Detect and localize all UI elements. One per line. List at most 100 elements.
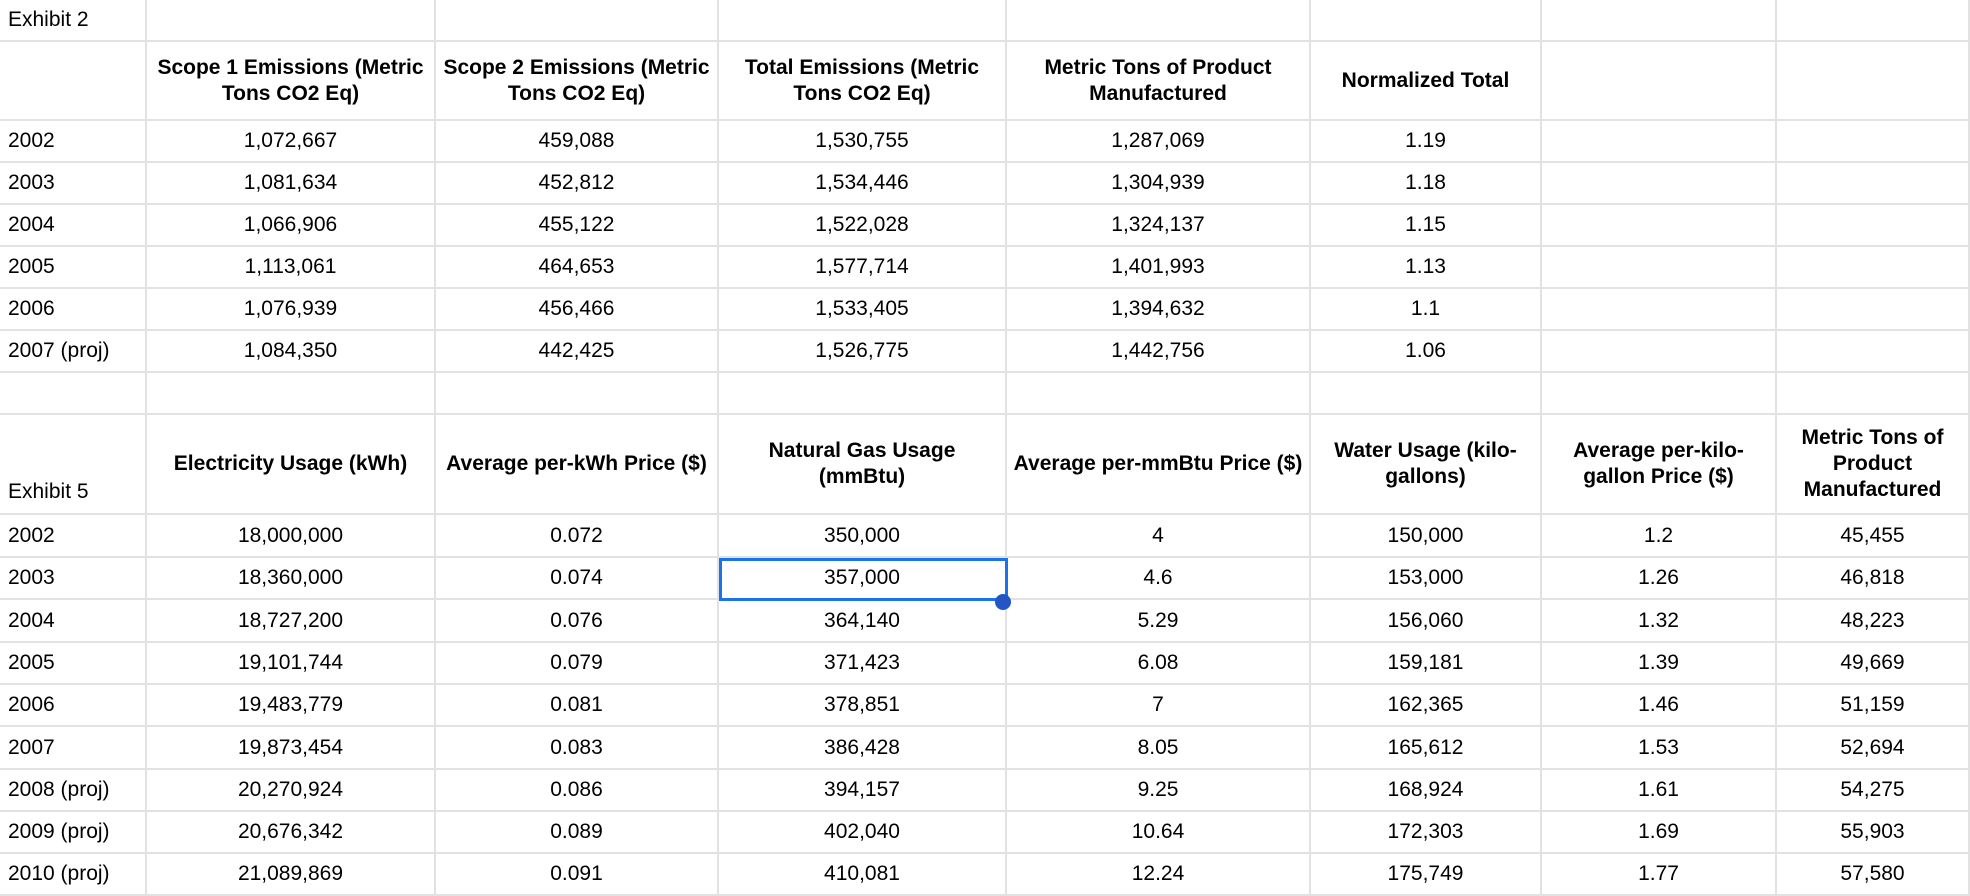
- cell-value[interactable]: 20,270,924: [147, 770, 436, 812]
- cell-value[interactable]: 8.05: [1007, 727, 1311, 770]
- cell-value[interactable]: 0.091: [436, 854, 719, 896]
- cell-empty[interactable]: [1777, 373, 1970, 415]
- cell-value[interactable]: 159,181: [1311, 643, 1542, 685]
- cell-value[interactable]: 4.6: [1007, 558, 1311, 600]
- cell-empty[interactable]: [1542, 205, 1777, 247]
- cell-value[interactable]: 0.079: [436, 643, 719, 685]
- header-cell-total-emissions[interactable]: Total Emissions (Metric Tons CO2 Eq): [719, 42, 1007, 121]
- cell-value[interactable]: 1,530,755: [719, 121, 1007, 163]
- cell-value[interactable]: 0.083: [436, 727, 719, 770]
- cell-value[interactable]: 378,851: [719, 685, 1007, 727]
- header-cell-water-usage[interactable]: Water Usage (kilo-gallons): [1311, 415, 1542, 515]
- cell-value[interactable]: 1.32: [1542, 600, 1777, 643]
- cell-value[interactable]: 12.24: [1007, 854, 1311, 896]
- cell-year[interactable]: 2006: [0, 289, 147, 331]
- cell-value[interactable]: 52,694: [1777, 727, 1970, 770]
- cell-value[interactable]: 1.69: [1542, 812, 1777, 854]
- cell-value[interactable]: 1.26: [1542, 558, 1777, 600]
- header-cell-kwh-price[interactable]: Average per-kWh Price ($): [436, 415, 719, 515]
- cell-exhibit5-label[interactable]: Exhibit 5: [0, 415, 147, 515]
- cell-empty[interactable]: [1777, 0, 1970, 42]
- cell-empty[interactable]: [147, 373, 436, 415]
- cell-value[interactable]: 1.15: [1311, 205, 1542, 247]
- cell-empty[interactable]: [719, 0, 1007, 42]
- cell-value[interactable]: 19,483,779: [147, 685, 436, 727]
- cell-empty[interactable]: [1542, 163, 1777, 205]
- cell-value[interactable]: 1,072,667: [147, 121, 436, 163]
- cell-value[interactable]: 175,749: [1311, 854, 1542, 896]
- cell-empty[interactable]: [719, 373, 1007, 415]
- header-cell-normalized-total[interactable]: Normalized Total: [1311, 42, 1542, 121]
- cell-value[interactable]: 1.46: [1542, 685, 1777, 727]
- cell-empty[interactable]: [1311, 373, 1542, 415]
- header-cell-kilogallon-price[interactable]: Average per-kilo-gallon Price ($): [1542, 415, 1777, 515]
- cell-value[interactable]: 153,000: [1311, 558, 1542, 600]
- cell-value[interactable]: 51,159: [1777, 685, 1970, 727]
- header-cell-natural-gas-usage[interactable]: Natural Gas Usage (mmBtu): [719, 415, 1007, 515]
- cell-empty[interactable]: [1777, 331, 1970, 373]
- cell-value[interactable]: 1.77: [1542, 854, 1777, 896]
- cell-value[interactable]: 0.072: [436, 515, 719, 558]
- cell-value[interactable]: 1,066,906: [147, 205, 436, 247]
- header-cell-scope1[interactable]: Scope 1 Emissions (Metric Tons CO2 Eq): [147, 42, 436, 121]
- cell-value[interactable]: 452,812: [436, 163, 719, 205]
- cell-year[interactable]: 2005: [0, 247, 147, 289]
- header-cell-metric-tons[interactable]: Metric Tons of Product Manufactured: [1007, 42, 1311, 121]
- cell-value[interactable]: 1.06: [1311, 331, 1542, 373]
- cell-value[interactable]: 0.081: [436, 685, 719, 727]
- cell-value[interactable]: 1.53: [1542, 727, 1777, 770]
- header-cell-scope2[interactable]: Scope 2 Emissions (Metric Tons CO2 Eq): [436, 42, 719, 121]
- cell-value[interactable]: 19,873,454: [147, 727, 436, 770]
- cell-value[interactable]: 0.074: [436, 558, 719, 600]
- cell-value[interactable]: 7: [1007, 685, 1311, 727]
- cell-value[interactable]: 410,081: [719, 854, 1007, 896]
- cell-value[interactable]: 172,303: [1311, 812, 1542, 854]
- cell-value[interactable]: 6.08: [1007, 643, 1311, 685]
- cell-year[interactable]: 2003: [0, 558, 147, 600]
- cell-value[interactable]: 0.089: [436, 812, 719, 854]
- cell-value[interactable]: 1,287,069: [1007, 121, 1311, 163]
- cell-empty[interactable]: [1542, 0, 1777, 42]
- cell-value[interactable]: 1.18: [1311, 163, 1542, 205]
- cell-value[interactable]: 371,423: [719, 643, 1007, 685]
- cell-value[interactable]: 1,394,632: [1007, 289, 1311, 331]
- cell-year[interactable]: 2004: [0, 600, 147, 643]
- cell-value[interactable]: 49,669: [1777, 643, 1970, 685]
- cell-value[interactable]: 442,425: [436, 331, 719, 373]
- cell-value[interactable]: 1,113,061: [147, 247, 436, 289]
- cell-value[interactable]: 4: [1007, 515, 1311, 558]
- cell-value[interactable]: 1,442,756: [1007, 331, 1311, 373]
- cell-empty[interactable]: [436, 0, 719, 42]
- cell-empty[interactable]: [1777, 163, 1970, 205]
- cell-year[interactable]: 2007: [0, 727, 147, 770]
- cell-value[interactable]: 55,903: [1777, 812, 1970, 854]
- cell-empty[interactable]: [0, 373, 147, 415]
- cell-value[interactable]: 46,818: [1777, 558, 1970, 600]
- cell-value[interactable]: 165,612: [1311, 727, 1542, 770]
- cell-value[interactable]: 1.13: [1311, 247, 1542, 289]
- cell-value[interactable]: 54,275: [1777, 770, 1970, 812]
- cell-value[interactable]: 464,653: [436, 247, 719, 289]
- cell-value[interactable]: 394,157: [719, 770, 1007, 812]
- header-cell-metric-tons[interactable]: Metric Tons of Product Manufactured: [1777, 415, 1970, 515]
- cell-value[interactable]: 455,122: [436, 205, 719, 247]
- cell-value[interactable]: 1.2: [1542, 515, 1777, 558]
- cell-empty[interactable]: [1542, 373, 1777, 415]
- cell-empty[interactable]: [1542, 247, 1777, 289]
- cell-empty[interactable]: [1542, 121, 1777, 163]
- cell-empty[interactable]: [1007, 373, 1311, 415]
- cell-empty[interactable]: [1542, 331, 1777, 373]
- cell-value[interactable]: 1,324,137: [1007, 205, 1311, 247]
- cell-value[interactable]: 1,533,405: [719, 289, 1007, 331]
- fill-handle[interactable]: [995, 594, 1011, 610]
- cell-year[interactable]: 2009 (proj): [0, 812, 147, 854]
- cell-empty[interactable]: [147, 0, 436, 42]
- cell-value[interactable]: 19,101,744: [147, 643, 436, 685]
- cell-year[interactable]: 2004: [0, 205, 147, 247]
- cell-value[interactable]: 1,304,939: [1007, 163, 1311, 205]
- cell-empty[interactable]: [1542, 42, 1777, 121]
- cell-value[interactable]: 364,140: [719, 600, 1007, 643]
- cell-value[interactable]: 156,060: [1311, 600, 1542, 643]
- cell-year[interactable]: 2010 (proj): [0, 854, 147, 896]
- header-cell-mmbtu-price[interactable]: Average per-mmBtu Price ($): [1007, 415, 1311, 515]
